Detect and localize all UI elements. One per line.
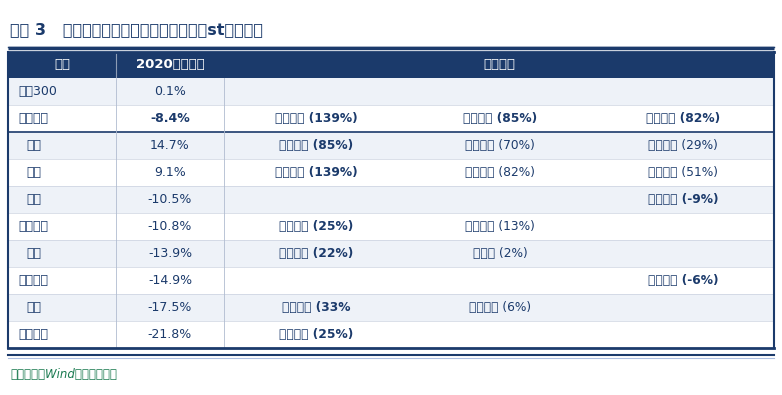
Text: -10.5%: -10.5% — [148, 193, 192, 206]
Text: -21.8%: -21.8% — [148, 328, 192, 341]
Bar — [8, 105, 774, 132]
Text: 14.7%: 14.7% — [150, 139, 190, 152]
Bar — [8, 294, 774, 321]
Text: 密尔克卫 (139%): 密尔克卫 (139%) — [274, 166, 357, 179]
Text: 图表 3   交运各子行业涨幅居前公司（剔除st公司）。: 图表 3 交运各子行业涨幅居前公司（剔除st公司）。 — [10, 23, 263, 38]
Bar — [8, 321, 774, 348]
Text: 资料来源：Wind、华创证券。: 资料来源：Wind、华创证券。 — [10, 369, 117, 382]
Text: 航空运输: 航空运输 — [18, 328, 48, 341]
Text: 密尔克卫 (139%): 密尔克卫 (139%) — [274, 112, 357, 125]
Text: 涨幅前三: 涨幅前三 — [483, 58, 515, 71]
Text: 行业: 行业 — [54, 58, 70, 71]
Text: -10.8%: -10.8% — [148, 220, 192, 233]
Text: 上海机场 (-9%): 上海机场 (-9%) — [647, 193, 718, 206]
Bar — [8, 159, 774, 186]
Text: 恒通股份 (82%): 恒通股份 (82%) — [465, 166, 535, 179]
Bar — [8, 186, 774, 213]
Bar — [8, 78, 774, 105]
Text: -14.9%: -14.9% — [148, 274, 192, 287]
Text: 港口: 港口 — [26, 247, 41, 260]
Bar — [8, 213, 774, 240]
Text: 强生控股 (85%): 强生控股 (85%) — [463, 112, 537, 125]
Text: 华夏航空 (25%): 华夏航空 (25%) — [279, 328, 353, 341]
Bar — [8, 52, 774, 78]
Text: 0.1%: 0.1% — [154, 85, 186, 98]
Bar — [8, 240, 774, 267]
Text: 山东高速 (25%): 山东高速 (25%) — [279, 220, 353, 233]
Text: 京沪高铁 (-6%): 京沪高铁 (-6%) — [647, 274, 718, 287]
Text: 高速公路: 高速公路 — [18, 220, 48, 233]
Text: 铁路运输: 铁路运输 — [18, 274, 48, 287]
Text: 航运: 航运 — [26, 301, 41, 314]
Text: 北部湾港 (22%): 北部湾港 (22%) — [279, 247, 353, 260]
Text: 顺丰控股 (51%): 顺丰控股 (51%) — [648, 166, 718, 179]
Text: 海峡股份 (33%: 海峡股份 (33% — [282, 301, 350, 314]
Text: -13.9%: -13.9% — [148, 247, 192, 260]
Text: 中远海能 (6%): 中远海能 (6%) — [469, 301, 531, 314]
Text: 恒通股份 (82%): 恒通股份 (82%) — [646, 112, 720, 125]
Text: -17.5%: -17.5% — [148, 301, 192, 314]
Text: 物流: 物流 — [26, 166, 41, 179]
Text: 公交: 公交 — [26, 139, 41, 152]
Text: -8.4%: -8.4% — [150, 112, 190, 125]
Text: 机场: 机场 — [26, 193, 41, 206]
Text: 交通运输: 交通运输 — [18, 112, 48, 125]
Text: 盐田港 (2%): 盐田港 (2%) — [472, 247, 527, 260]
Bar — [8, 267, 774, 294]
Text: 海南高速 (13%): 海南高速 (13%) — [465, 220, 535, 233]
Text: 海汽集团 (29%): 海汽集团 (29%) — [648, 139, 718, 152]
Text: 强生控股 (85%): 强生控股 (85%) — [279, 139, 353, 152]
Text: 沪深300: 沪深300 — [18, 85, 57, 98]
Bar — [8, 132, 774, 159]
Text: 9.1%: 9.1% — [154, 166, 186, 179]
Text: 2020年涨跌幅: 2020年涨跌幅 — [135, 58, 204, 71]
Text: 申通地铁 (70%): 申通地铁 (70%) — [465, 139, 535, 152]
